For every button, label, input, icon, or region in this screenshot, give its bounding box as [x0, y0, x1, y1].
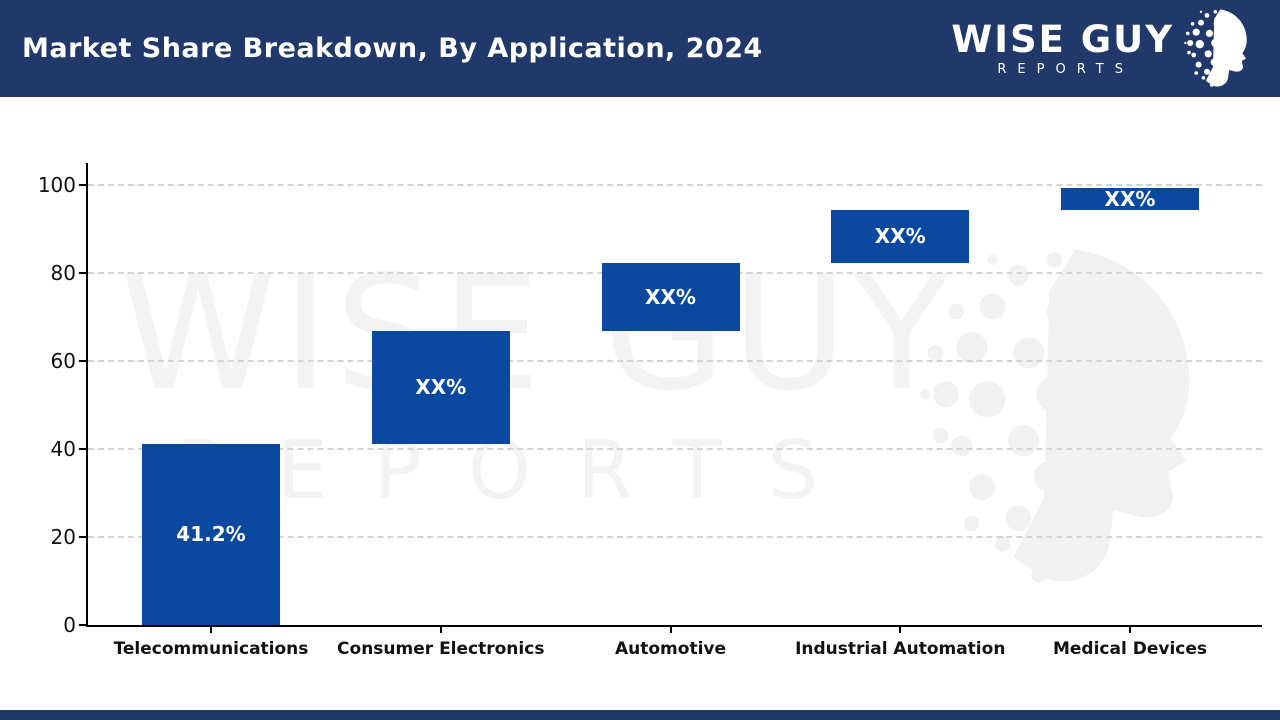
- y-tick-mark: [79, 184, 86, 186]
- x-tick-mark: [1129, 627, 1131, 633]
- y-axis-line: [86, 163, 88, 627]
- bar-value-label: XX%: [1104, 186, 1156, 211]
- logo-text: WISE GUY REPORTS: [951, 21, 1174, 77]
- bar-segment: XX%: [601, 262, 740, 332]
- gridline: [88, 448, 1262, 450]
- x-tick-mark: [899, 627, 902, 633]
- bar-value-label: 41.2%: [176, 522, 246, 547]
- y-tick-label: 0: [63, 613, 76, 637]
- gridline: [88, 360, 1262, 362]
- x-axis-line: [86, 625, 1262, 627]
- category-label: Automotive: [614, 639, 727, 659]
- bar-value-label: XX%: [415, 375, 467, 400]
- y-tick-label: 40: [50, 437, 76, 461]
- bar-segment: XX%: [1061, 186, 1199, 211]
- y-tick-label: 80: [50, 261, 76, 285]
- category-label: Medical Devices: [1052, 639, 1207, 659]
- y-tick-mark: [79, 536, 86, 538]
- y-tick-mark: [79, 272, 86, 274]
- y-tick-label: 20: [50, 525, 76, 549]
- header-bar: Market Share Breakdown, By Application, …: [0, 0, 1280, 97]
- y-tick-mark: [79, 360, 86, 362]
- bar-segment: XX%: [371, 331, 510, 444]
- category-label: Industrial Automation: [795, 639, 1006, 659]
- wise-guy-logo: WISE GUY REPORTS: [951, 7, 1258, 91]
- footer-bar: [0, 710, 1280, 720]
- x-tick-mark: [439, 627, 442, 633]
- bar-segment: 41.2%: [142, 443, 280, 625]
- x-tick-mark: [210, 627, 212, 633]
- x-tick-mark: [669, 627, 672, 633]
- bar-value-label: XX%: [874, 224, 926, 249]
- logo-head-icon: [1180, 7, 1258, 91]
- bar-value-label: XX%: [645, 284, 696, 309]
- category-label: Consumer Electronics: [337, 639, 545, 659]
- gridline: [88, 536, 1262, 538]
- logo-primary-text: WISE GUY: [951, 17, 1174, 61]
- y-tick-mark: [79, 624, 86, 626]
- y-tick-label: 60: [50, 349, 76, 373]
- logo-secondary-text: REPORTS: [997, 61, 1134, 77]
- category-label: Telecommunications: [113, 639, 309, 659]
- bar-segment: XX%: [831, 209, 970, 263]
- gridline: [88, 184, 1262, 186]
- y-tick-label: 100: [37, 173, 76, 197]
- chart-title: Market Share Breakdown, By Application, …: [22, 33, 763, 64]
- y-tick-mark: [79, 448, 86, 450]
